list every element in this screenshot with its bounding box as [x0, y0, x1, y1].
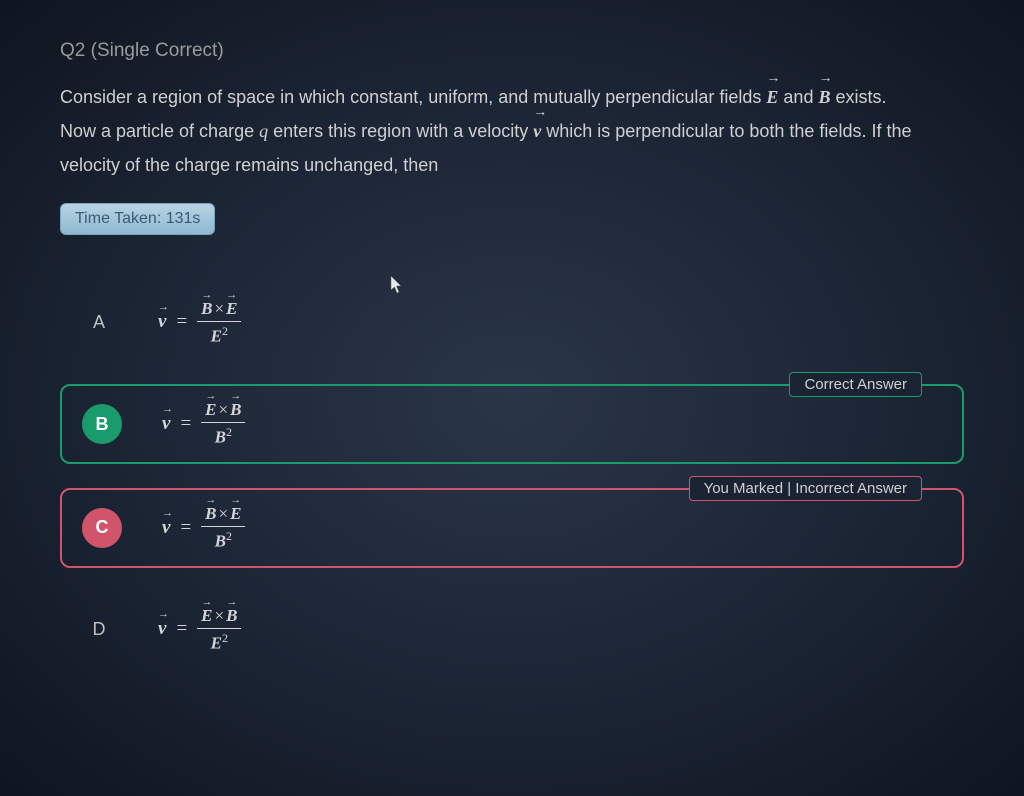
option-C-formula: v = B × E B2: [162, 504, 245, 552]
num-vec1: E: [205, 400, 216, 420]
vector-B: B: [818, 80, 830, 114]
den-exp: 2: [226, 529, 232, 543]
options-list: A v = B × E E2 Correct Answer B v =: [60, 285, 964, 668]
num-vec2: B: [230, 400, 241, 420]
option-A[interactable]: A v = B × E E2: [60, 285, 964, 361]
den-exp: 2: [222, 631, 228, 645]
cross-sign: ×: [219, 504, 229, 524]
den-exp: 2: [226, 425, 232, 439]
cross-sign: ×: [215, 299, 225, 319]
option-C[interactable]: You Marked | Incorrect Answer C v = B × …: [60, 488, 964, 568]
cross-sign: ×: [215, 606, 225, 626]
qtext-part2: exists.: [836, 87, 887, 107]
equals-sign: =: [176, 311, 187, 333]
denominator: B2: [211, 527, 236, 552]
option-A-letter: A: [80, 303, 118, 341]
formula-lhs-v: v: [162, 413, 170, 435]
equals-sign: =: [176, 618, 187, 640]
fraction: B × E E2: [197, 299, 241, 347]
var-q: q: [259, 121, 268, 141]
option-D-formula: v = E × B E2: [158, 606, 241, 654]
num-vec1: B: [201, 299, 212, 319]
vector-E: E: [766, 80, 778, 114]
den-exp: 2: [222, 324, 228, 338]
denominator: E2: [207, 629, 232, 654]
num-vec2: E: [230, 504, 241, 524]
numerator: E × B: [201, 400, 245, 423]
option-B-formula: v = E × B B2: [162, 400, 245, 448]
numerator: B × E: [197, 299, 241, 322]
option-B-letter: B: [82, 404, 122, 444]
formula-lhs-v: v: [158, 311, 166, 333]
fraction: E × B B2: [201, 400, 245, 448]
equals-sign: =: [180, 413, 191, 435]
den-base: E: [211, 633, 222, 652]
vector-v: v: [533, 114, 541, 148]
formula-lhs-v: v: [162, 517, 170, 539]
question-header: Q2 (Single Correct): [60, 40, 964, 62]
option-C-letter: C: [82, 508, 122, 548]
den-base: E: [211, 326, 222, 345]
qtext-part4: enters this region with a velocity: [273, 121, 533, 141]
qtext-and: and: [783, 87, 818, 107]
formula-lhs-v: v: [158, 618, 166, 640]
den-base: B: [215, 532, 226, 551]
time-taken-badge: Time Taken: 131s: [60, 203, 215, 235]
fraction: B × E B2: [201, 504, 245, 552]
incorrect-answer-tag: You Marked | Incorrect Answer: [689, 476, 922, 501]
numerator: B × E: [201, 504, 245, 527]
numerator: E × B: [197, 606, 241, 629]
fraction: E × B E2: [197, 606, 241, 654]
qtext-part3: Now a particle of charge: [60, 121, 259, 141]
option-D[interactable]: D v = E × B E2: [60, 592, 964, 668]
denominator: B2: [211, 423, 236, 448]
den-base: B: [215, 428, 226, 447]
correct-answer-tag: Correct Answer: [789, 372, 922, 397]
num-vec1: B: [205, 504, 216, 524]
num-vec1: E: [201, 606, 212, 626]
option-D-letter: D: [80, 610, 118, 648]
num-vec2: E: [226, 299, 237, 319]
question-text: Consider a region of space in which cons…: [60, 80, 964, 183]
option-B[interactable]: Correct Answer B v = E × B B2: [60, 384, 964, 464]
cross-sign: ×: [219, 400, 229, 420]
qtext-part1: Consider a region of space in which cons…: [60, 87, 766, 107]
equals-sign: =: [180, 517, 191, 539]
option-A-formula: v = B × E E2: [158, 299, 241, 347]
denominator: E2: [207, 322, 232, 347]
num-vec2: B: [226, 606, 237, 626]
